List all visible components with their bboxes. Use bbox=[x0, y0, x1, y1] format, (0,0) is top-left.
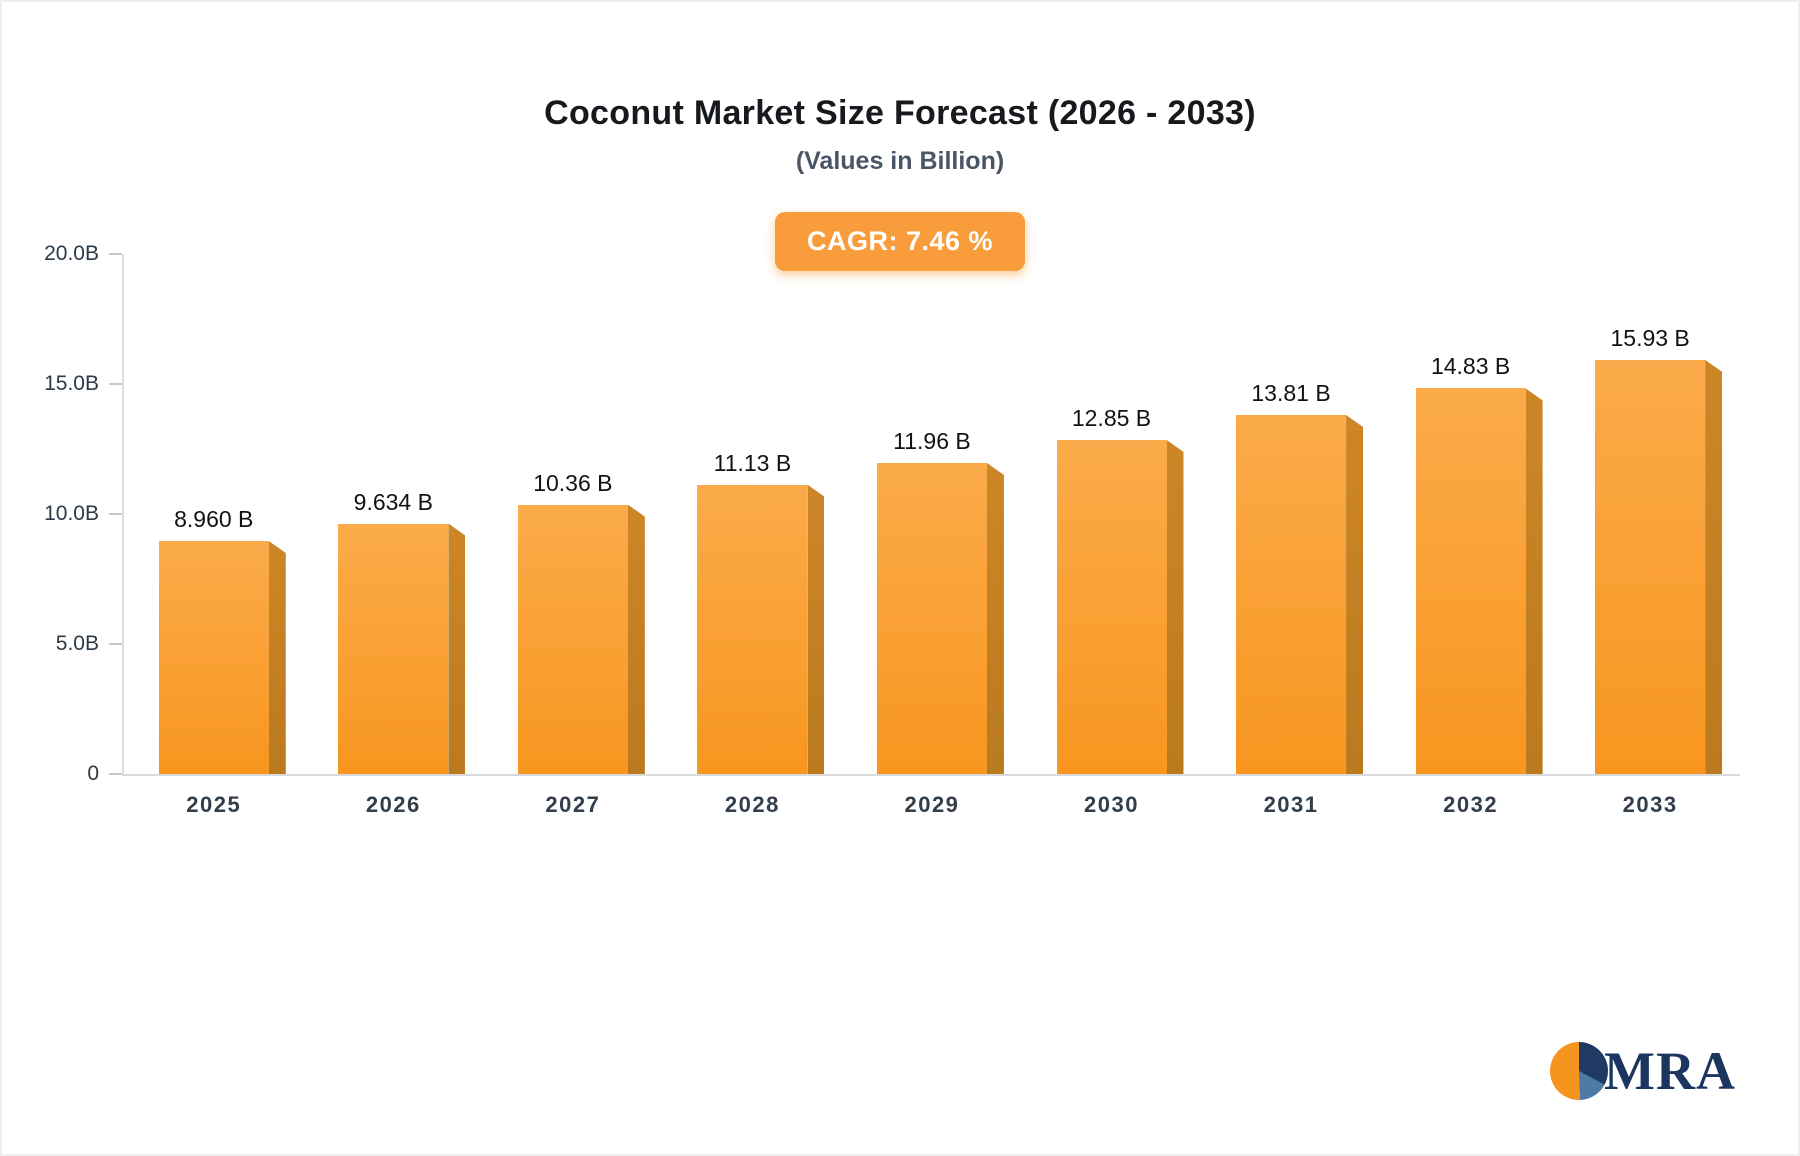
bar-side-face bbox=[627, 504, 645, 774]
bar bbox=[1236, 414, 1364, 774]
cagr-badge-wrap: CAGR: 7.46 % bbox=[2, 212, 1798, 271]
bar-side-face bbox=[268, 541, 286, 774]
y-tick: 15.0B bbox=[22, 372, 122, 396]
bar-value-label: 15.93 B bbox=[1610, 324, 1690, 351]
bar-value-label: 12.85 B bbox=[1071, 404, 1152, 431]
y-tick-mark bbox=[109, 383, 122, 385]
x-axis-label: 2027 bbox=[545, 792, 601, 817]
x-axis-label: 2032 bbox=[1443, 792, 1499, 817]
bar bbox=[1415, 388, 1543, 774]
x-axis-label: 2025 bbox=[186, 792, 242, 817]
bar-value-label: 10.36 B bbox=[533, 469, 613, 496]
bar bbox=[158, 541, 286, 774]
bar bbox=[1595, 359, 1723, 774]
bar bbox=[1056, 439, 1184, 774]
y-tick-label: 5.0B bbox=[55, 632, 99, 655]
bar-value-label: 11.96 B bbox=[893, 428, 971, 455]
y-tick: 0 bbox=[22, 762, 122, 786]
bar bbox=[876, 463, 1004, 774]
bar bbox=[338, 523, 466, 774]
bar-side-face bbox=[1346, 414, 1364, 774]
y-tick: 20.0B bbox=[22, 242, 122, 266]
bar-value-label: 13.81 B bbox=[1251, 379, 1331, 406]
y-axis: 20.0B 15.0B 10.0B 5.0B 0 bbox=[22, 242, 122, 785]
bar-group: 15.93 B 2033 bbox=[1584, 254, 1723, 817]
y-tick-mark bbox=[109, 643, 122, 645]
bar-group: 11.96 B 2029 bbox=[866, 254, 1004, 817]
chart-subtitle: (Values in Billion) bbox=[795, 147, 1005, 175]
y-tick-mark bbox=[109, 773, 122, 775]
bar-value-label: 9.634 B bbox=[353, 488, 433, 515]
x-axis-label: 2026 bbox=[365, 792, 421, 817]
y-tick-label: 10.0B bbox=[44, 502, 99, 525]
y-tick-label: 15.0B bbox=[44, 372, 99, 395]
bar bbox=[697, 484, 825, 774]
x-axis-label: 2031 bbox=[1263, 792, 1319, 817]
y-tick-mark bbox=[109, 513, 122, 515]
mra-pie-icon bbox=[1550, 1042, 1609, 1100]
y-tick: 5.0B bbox=[22, 632, 122, 656]
bar-side-face bbox=[1525, 388, 1543, 774]
bar-chart: 20.0B 15.0B 10.0B 5.0B 0 8.960 B 2025 9.634 B 2… bbox=[22, 242, 1740, 817]
bar-side-face bbox=[807, 484, 825, 774]
bar-group: 10.36 B 2027 bbox=[507, 254, 645, 817]
bar-group: 8.960 B 2025 bbox=[148, 254, 286, 817]
x-axis-label: 2033 bbox=[1622, 792, 1678, 817]
y-tick-mark bbox=[109, 253, 122, 255]
bar-group: 9.634 B 2026 bbox=[327, 254, 466, 817]
x-axis-label: 2029 bbox=[904, 792, 960, 817]
x-axis-label: 2030 bbox=[1084, 792, 1139, 817]
x-axis-label: 2028 bbox=[724, 792, 780, 817]
bar-value-label: 11.13 B bbox=[713, 449, 792, 476]
y-tick-label: 0 bbox=[87, 762, 99, 785]
bar-value-label: 14.83 B bbox=[1430, 353, 1511, 380]
chart-title: Coconut Market Size Forecast (2026 - 203… bbox=[544, 94, 1256, 132]
bar-side-face bbox=[986, 463, 1004, 774]
y-tick: 10.0B bbox=[22, 502, 122, 526]
cagr-badge: CAGR: 7.46 % bbox=[774, 212, 1026, 271]
bar-side-face bbox=[1166, 439, 1184, 774]
bar-side-face bbox=[448, 523, 466, 774]
bar-group: 13.81 B 2031 bbox=[1225, 254, 1364, 817]
bar-value-label: 8.960 B bbox=[174, 506, 254, 533]
mra-logo-text: MRA bbox=[1604, 1041, 1736, 1101]
y-tick-label: 20.0B bbox=[44, 242, 99, 265]
bar-side-face bbox=[1705, 359, 1723, 774]
mra-logo: MRA bbox=[1550, 1040, 1736, 1102]
bar-group: 12.85 B 2030 bbox=[1046, 254, 1184, 817]
plot-area: 8.960 B 2025 9.634 B 2026 10.36 B 2027 11.13 B… bbox=[122, 254, 1740, 817]
bar-group: 14.83 B 2032 bbox=[1405, 254, 1543, 817]
bar-group: 11.13 B 2028 bbox=[686, 254, 825, 817]
bar bbox=[517, 504, 645, 774]
